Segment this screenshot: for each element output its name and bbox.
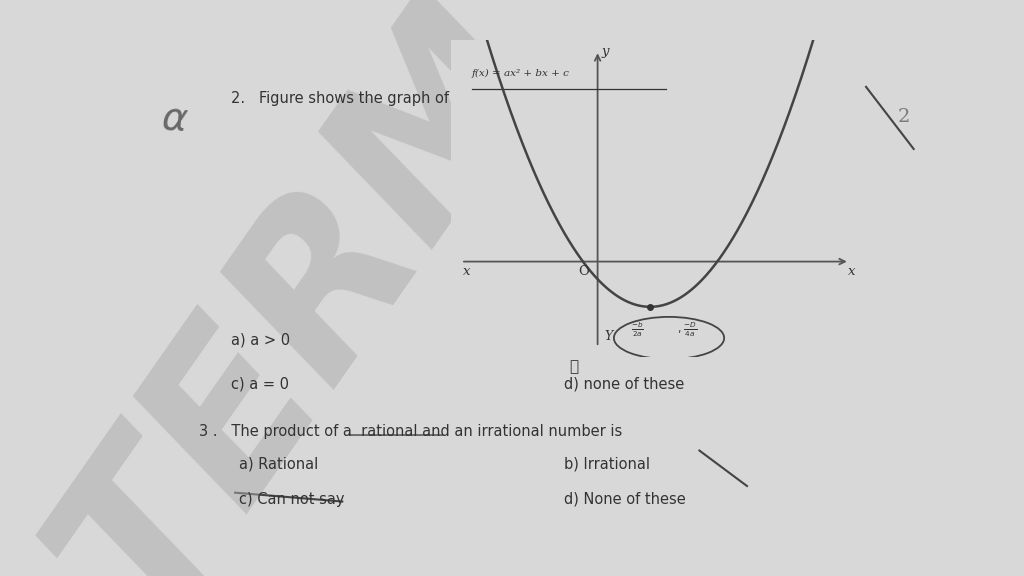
- Text: 2: 2: [898, 108, 910, 126]
- Text: y: y: [602, 46, 609, 58]
- Text: b) a < 0: b) a < 0: [564, 332, 624, 347]
- Text: a) a > 0: a) a > 0: [231, 332, 290, 347]
- Text: x: x: [463, 264, 471, 278]
- Text: , $\frac{-D}{4a}$: , $\frac{-D}{4a}$: [678, 321, 697, 339]
- Text: $\frac{-b}{2a}$: $\frac{-b}{2a}$: [631, 321, 644, 339]
- Text: d) none of these: d) none of these: [564, 377, 685, 392]
- Text: b) Irrational: b) Irrational: [564, 456, 650, 471]
- Text: a) Rational: a) Rational: [240, 456, 318, 471]
- Text: f(x) = ax² + bx + c: f(x) = ax² + bx + c: [472, 69, 569, 78]
- Text: 2.   Figure shows the graph of the polynomial f(x) = ax² + bx + c for which: 2. Figure shows the graph of the polynom…: [231, 92, 779, 107]
- Text: ⌣: ⌣: [569, 360, 579, 374]
- Text: c) Can not say: c) Can not say: [240, 492, 345, 507]
- Text: d) None of these: d) None of these: [564, 492, 686, 507]
- Text: 3 .   The product of a  rational and an irrational number is: 3 . The product of a rational and an irr…: [200, 424, 623, 439]
- Text: O: O: [579, 264, 590, 278]
- Text: c) a = 0: c) a = 0: [231, 377, 289, 392]
- Text: TERM: TERM: [15, 0, 590, 576]
- Text: Y: Y: [604, 330, 612, 343]
- Text: x: x: [848, 264, 855, 278]
- Text: $\alpha$: $\alpha$: [160, 100, 189, 139]
